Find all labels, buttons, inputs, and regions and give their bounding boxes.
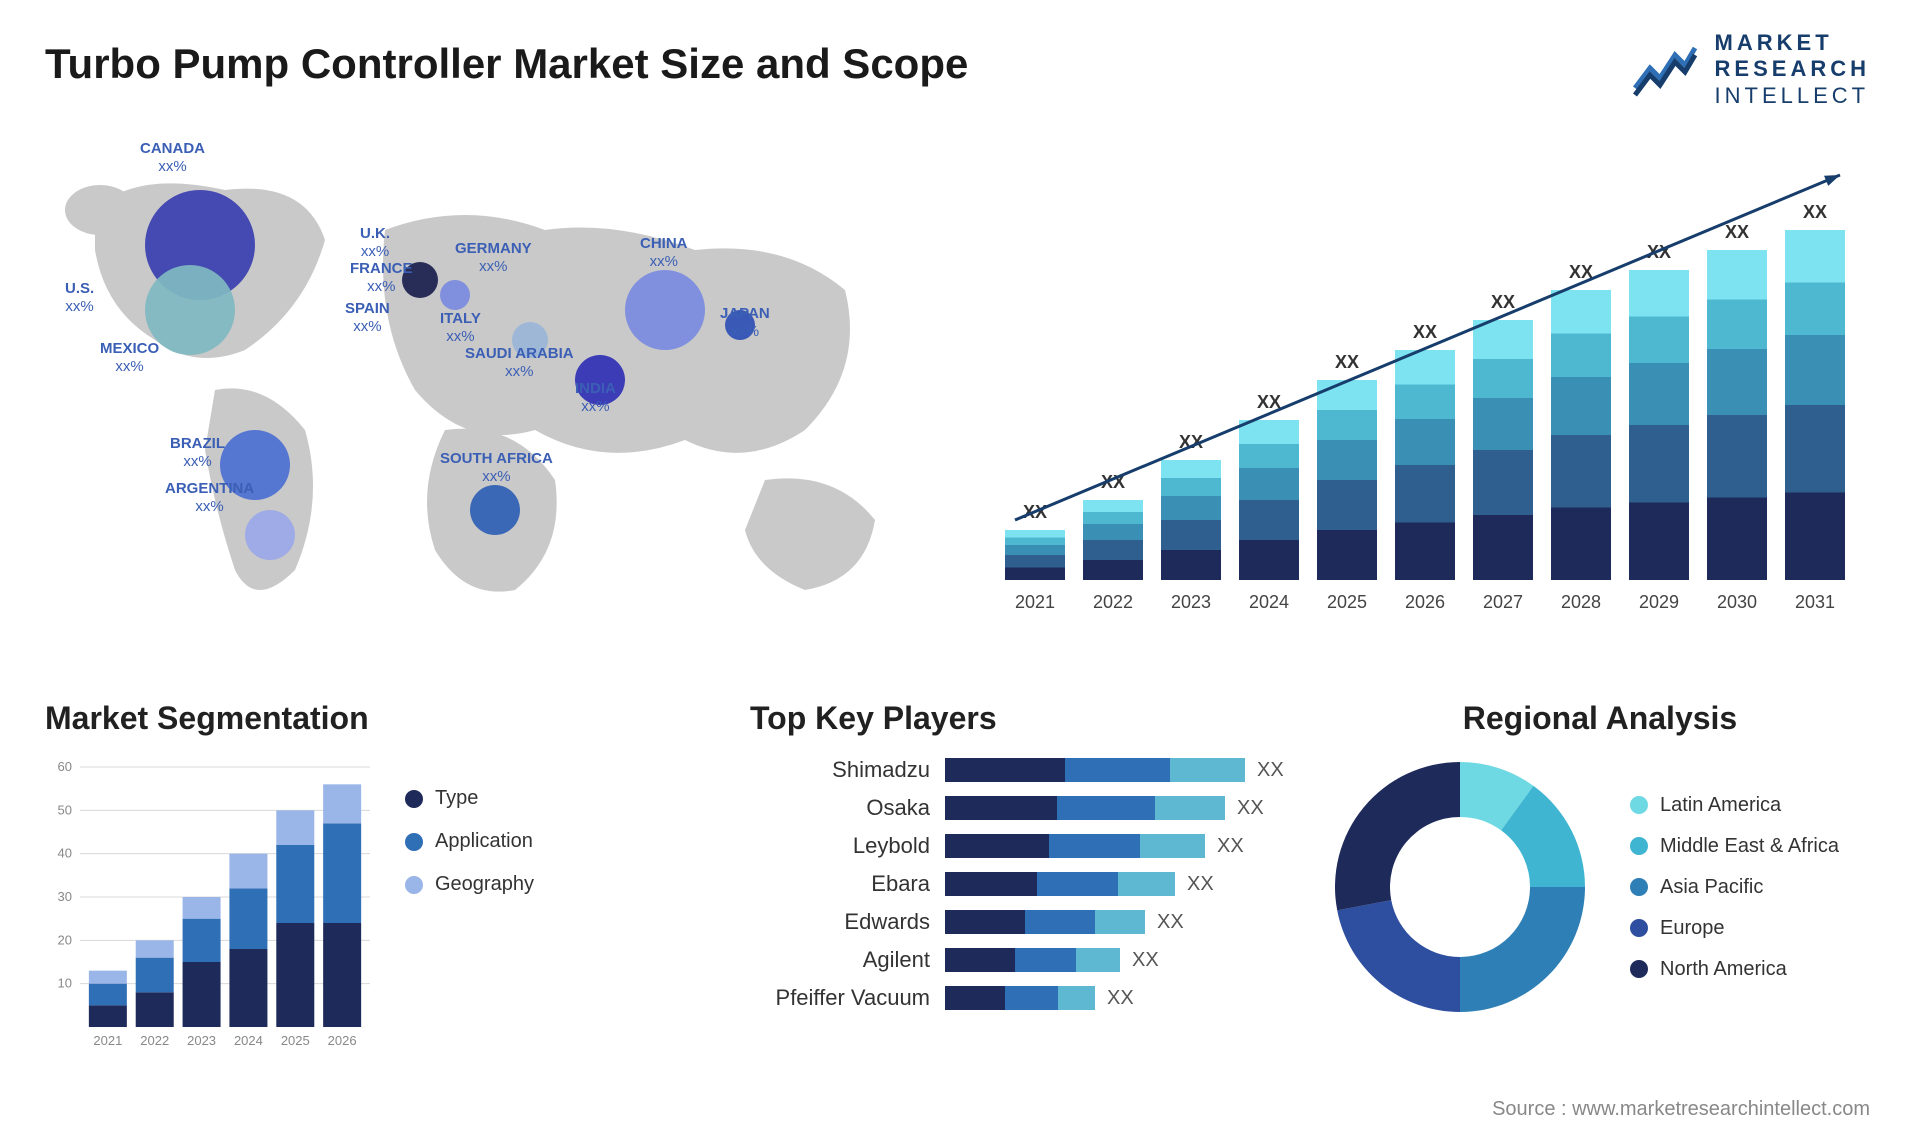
players-section: Top Key Players ShimadzuXXOsakaXXLeybold… <box>750 700 1310 1011</box>
svg-text:2031: 2031 <box>1795 592 1835 612</box>
player-bar <box>945 986 1095 1010</box>
svg-text:2023: 2023 <box>187 1033 216 1048</box>
map-label: CHINAxx% <box>640 235 688 271</box>
map-svg <box>45 130 915 650</box>
player-bar <box>945 872 1175 896</box>
logo-mark-icon <box>1630 40 1700 100</box>
players-title: Top Key Players <box>750 700 1310 737</box>
svg-text:2022: 2022 <box>140 1033 169 1048</box>
map-label: CANADAxx% <box>140 140 205 176</box>
map-label: ARGENTINAxx% <box>165 480 254 516</box>
legend-item: Geography <box>405 873 534 896</box>
player-name: Osaka <box>750 795 930 821</box>
map-label: GERMANYxx% <box>455 240 532 276</box>
player-value: XX <box>1217 835 1244 858</box>
svg-text:40: 40 <box>58 846 72 861</box>
svg-text:2025: 2025 <box>281 1033 310 1048</box>
player-bar <box>945 948 1120 972</box>
player-row: Leybold XX <box>750 833 1310 859</box>
world-map: CANADAxx% U.S.xx%MEXICOxx% BRAZILxx% ARGENT… <box>45 130 915 650</box>
player-name: Agilent <box>750 947 930 973</box>
svg-text:2030: 2030 <box>1717 592 1757 612</box>
svg-text:XX: XX <box>1335 352 1359 372</box>
segmentation-title: Market Segmentation <box>45 700 565 737</box>
player-bar <box>945 910 1145 934</box>
player-row: Osaka XX <box>750 795 1310 821</box>
svg-text:2026: 2026 <box>328 1033 357 1048</box>
svg-text:2024: 2024 <box>1249 592 1289 612</box>
player-row: Pfeiffer Vacuum XX <box>750 985 1310 1011</box>
svg-text:XX: XX <box>1491 292 1515 312</box>
svg-text:2026: 2026 <box>1405 592 1445 612</box>
svg-text:XX: XX <box>1803 202 1827 222</box>
source-attribution: Source : www.marketresearchintellect.com <box>1492 1098 1870 1121</box>
svg-text:2025: 2025 <box>1327 592 1367 612</box>
map-label: U.S.xx% <box>65 280 94 316</box>
map-label: BRAZILxx% <box>170 435 225 471</box>
svg-text:2023: 2023 <box>1171 592 1211 612</box>
player-value: XX <box>1187 873 1214 896</box>
player-row: Edwards XX <box>750 909 1310 935</box>
svg-text:10: 10 <box>58 976 72 991</box>
growth-bar-chart: XX2021XX2022XX2023XX2024XX2025XX2026XX20… <box>990 140 1870 640</box>
svg-text:2029: 2029 <box>1639 592 1679 612</box>
map-label: JAPANxx% <box>720 305 770 341</box>
legend-item: Europe <box>1630 917 1839 940</box>
map-label: SAUDI ARABIAxx% <box>465 345 574 381</box>
regional-section: Regional Analysis Latin America Middle Ea… <box>1330 700 1870 1017</box>
player-name: Shimadzu <box>750 757 930 783</box>
svg-text:30: 30 <box>58 889 72 904</box>
map-label: SPAINxx% <box>345 300 390 336</box>
svg-text:2021: 2021 <box>93 1033 122 1048</box>
player-value: XX <box>1107 987 1134 1010</box>
segmentation-section: Market Segmentation 10 20 30 40 50 60 2021 2022… <box>45 700 565 1057</box>
svg-text:2028: 2028 <box>1561 592 1601 612</box>
map-label: ITALYxx% <box>440 310 481 346</box>
svg-text:20: 20 <box>58 932 72 947</box>
page-title: Turbo Pump Controller Market Size and Sc… <box>45 40 968 88</box>
player-row: Agilent XX <box>750 947 1310 973</box>
svg-text:2022: 2022 <box>1093 592 1133 612</box>
svg-text:2021: 2021 <box>1015 592 1055 612</box>
legend-item: Application <box>405 830 534 853</box>
regional-title: Regional Analysis <box>1330 700 1870 737</box>
player-name: Edwards <box>750 909 930 935</box>
segmentation-chart: 10 20 30 40 50 60 2021 2022 2023 2024 2025 2026 <box>45 757 375 1057</box>
player-value: XX <box>1157 911 1184 934</box>
svg-text:XX: XX <box>1725 222 1749 242</box>
player-row: Ebara XX <box>750 871 1310 897</box>
legend-item: North America <box>1630 958 1839 981</box>
player-row: Shimadzu XX <box>750 757 1310 783</box>
player-name: Ebara <box>750 871 930 897</box>
map-label: FRANCExx% <box>350 260 413 296</box>
map-label: MEXICOxx% <box>100 340 159 376</box>
player-value: XX <box>1132 949 1159 972</box>
segmentation-legend: Type Application Geography <box>405 757 534 1057</box>
svg-text:2027: 2027 <box>1483 592 1523 612</box>
regional-legend: Latin America Middle East & Africa Asia Pa… <box>1630 794 1839 981</box>
player-value: XX <box>1237 797 1264 820</box>
player-name: Pfeiffer Vacuum <box>750 985 930 1011</box>
brand-logo: MARKET RESEARCH INTELLECT <box>1630 30 1870 109</box>
regional-donut-chart <box>1330 757 1590 1017</box>
logo-text: MARKET RESEARCH INTELLECT <box>1715 30 1870 109</box>
legend-item: Asia Pacific <box>1630 876 1839 899</box>
map-label: INDIAxx% <box>575 380 616 416</box>
svg-text:60: 60 <box>58 759 72 774</box>
map-label: SOUTH AFRICAxx% <box>440 450 553 486</box>
map-label: U.K.xx% <box>360 225 390 261</box>
player-bar <box>945 796 1225 820</box>
svg-text:50: 50 <box>58 802 72 817</box>
player-bar <box>945 758 1245 782</box>
player-bar <box>945 834 1205 858</box>
legend-item: Middle East & Africa <box>1630 835 1839 858</box>
legend-item: Type <box>405 787 534 810</box>
player-value: XX <box>1257 759 1284 782</box>
svg-text:2024: 2024 <box>234 1033 263 1048</box>
growth-svg: XX2021XX2022XX2023XX2024XX2025XX2026XX20… <box>990 140 1870 640</box>
svg-text:XX: XX <box>1413 322 1437 342</box>
legend-item: Latin America <box>1630 794 1839 817</box>
player-name: Leybold <box>750 833 930 859</box>
